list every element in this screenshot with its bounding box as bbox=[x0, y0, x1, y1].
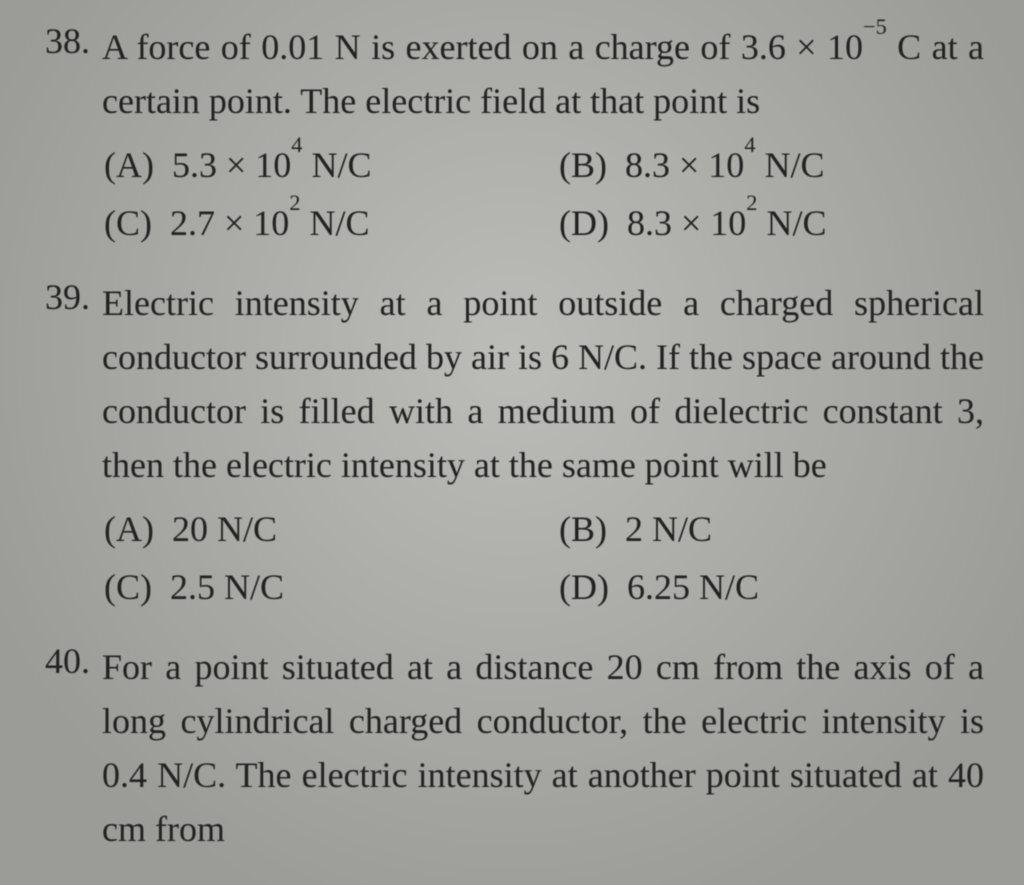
option-d: (D) 6.25 N/C bbox=[559, 560, 984, 614]
option-value: 20 N/C bbox=[172, 502, 277, 556]
option-value: 8.3 × 102 N/C bbox=[627, 196, 826, 250]
option-value: 5.3 × 104 N/C bbox=[172, 138, 371, 192]
option-value: 8.3 × 104 N/C bbox=[625, 138, 824, 192]
option-label: (A) bbox=[104, 502, 154, 556]
option-label: (B) bbox=[559, 502, 607, 556]
question-number: 38. bbox=[30, 20, 90, 62]
question-39: 39. Electric intensity at a point outsid… bbox=[20, 276, 984, 614]
option-a: (A) 20 N/C bbox=[104, 502, 529, 556]
option-c: (C) 2.7 × 102 N/C bbox=[104, 196, 529, 250]
option-label: (D) bbox=[559, 196, 609, 250]
question-number: 40. bbox=[30, 640, 90, 682]
question-38: 38. A force of 0.01 N is exerted on a ch… bbox=[20, 20, 984, 250]
option-a: (A) 5.3 × 104 N/C bbox=[104, 138, 529, 192]
option-value: 2.7 × 102 N/C bbox=[170, 196, 369, 250]
option-b: (B) 2 N/C bbox=[559, 502, 984, 556]
option-label: (C) bbox=[104, 560, 152, 614]
option-label: (C) bbox=[104, 196, 152, 250]
question-40: 40. For a point situated at a distance 2… bbox=[20, 640, 984, 856]
question-number: 39. bbox=[30, 276, 90, 318]
option-value: 2.5 N/C bbox=[170, 560, 284, 614]
option-label: (A) bbox=[104, 138, 154, 192]
question-options: (A) 5.3 × 104 N/C (B) 8.3 × 104 N/C (C) … bbox=[102, 138, 984, 250]
option-d: (D) 8.3 × 102 N/C bbox=[559, 196, 984, 250]
question-stem: For a point situated at a distance 20 cm… bbox=[102, 640, 984, 856]
option-c: (C) 2.5 N/C bbox=[104, 560, 529, 614]
option-value: 2 N/C bbox=[625, 502, 712, 556]
question-stem: Electric intensity at a point outside a … bbox=[102, 276, 984, 492]
question-options: (A) 20 N/C (B) 2 N/C (C) 2.5 N/C (D) 6.2… bbox=[102, 502, 984, 614]
question-stem: A force of 0.01 N is exerted on a charge… bbox=[102, 20, 984, 128]
option-b: (B) 8.3 × 104 N/C bbox=[559, 138, 984, 192]
page-content: 38. A force of 0.01 N is exerted on a ch… bbox=[20, 20, 984, 856]
option-label: (B) bbox=[559, 138, 607, 192]
option-label: (D) bbox=[559, 560, 609, 614]
option-value: 6.25 N/C bbox=[627, 560, 759, 614]
